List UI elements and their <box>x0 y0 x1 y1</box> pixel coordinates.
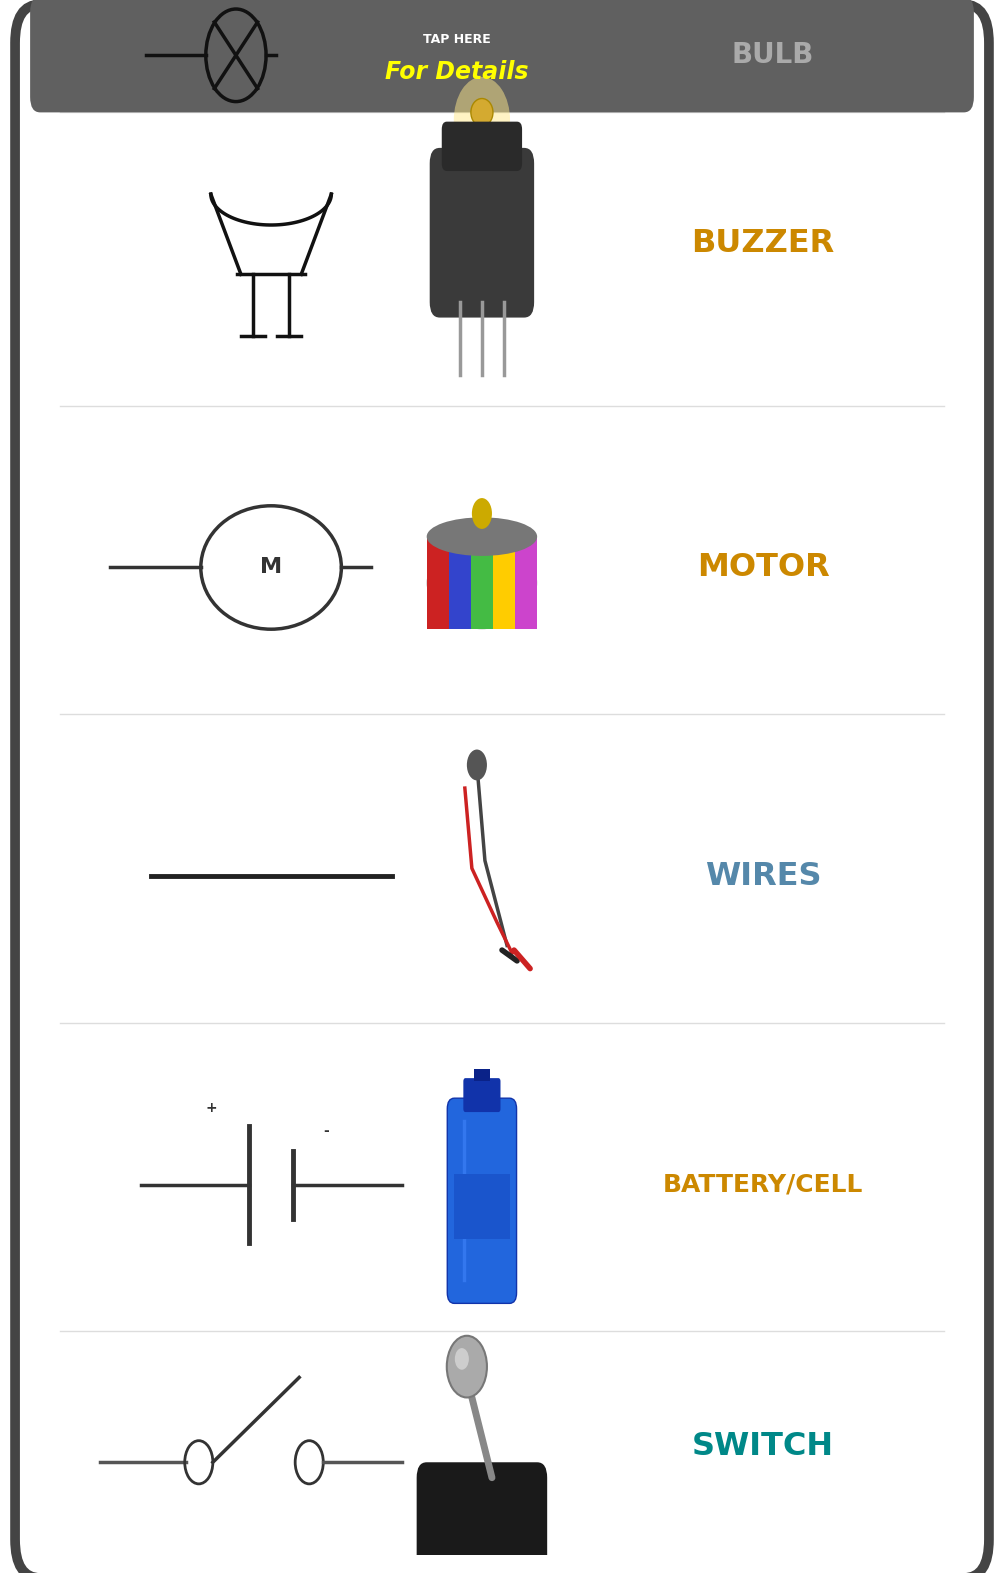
Ellipse shape <box>426 518 537 555</box>
Text: TAP HERE: TAP HERE <box>422 33 490 46</box>
Bar <box>426 536 448 629</box>
Bar <box>492 536 515 629</box>
Ellipse shape <box>426 536 537 629</box>
Circle shape <box>466 749 486 780</box>
Bar <box>448 536 470 629</box>
FancyBboxPatch shape <box>446 1098 516 1304</box>
Text: MOTOR: MOTOR <box>696 552 828 584</box>
FancyBboxPatch shape <box>15 5 988 1573</box>
Bar <box>473 1070 489 1081</box>
Bar <box>515 536 537 629</box>
Text: M: M <box>260 557 282 577</box>
Text: WIRES: WIRES <box>704 860 820 892</box>
FancyBboxPatch shape <box>462 1078 499 1112</box>
Bar <box>470 536 492 629</box>
FancyBboxPatch shape <box>416 1463 547 1573</box>
Circle shape <box>453 77 510 164</box>
Circle shape <box>446 1335 486 1397</box>
Text: +: + <box>205 1101 217 1115</box>
Text: For Details: For Details <box>384 60 529 85</box>
Circle shape <box>454 1348 468 1370</box>
Circle shape <box>471 499 491 529</box>
Text: -: - <box>323 1125 329 1139</box>
Text: BUZZER: BUZZER <box>691 228 833 260</box>
Text: SWITCH: SWITCH <box>691 1431 833 1463</box>
FancyBboxPatch shape <box>30 0 973 112</box>
FancyBboxPatch shape <box>429 148 534 318</box>
Text: BATTERY/CELL: BATTERY/CELL <box>662 1172 863 1197</box>
Ellipse shape <box>470 99 492 126</box>
Text: BULB: BULB <box>731 41 813 69</box>
FancyBboxPatch shape <box>441 121 522 171</box>
Bar <box>453 1173 509 1238</box>
